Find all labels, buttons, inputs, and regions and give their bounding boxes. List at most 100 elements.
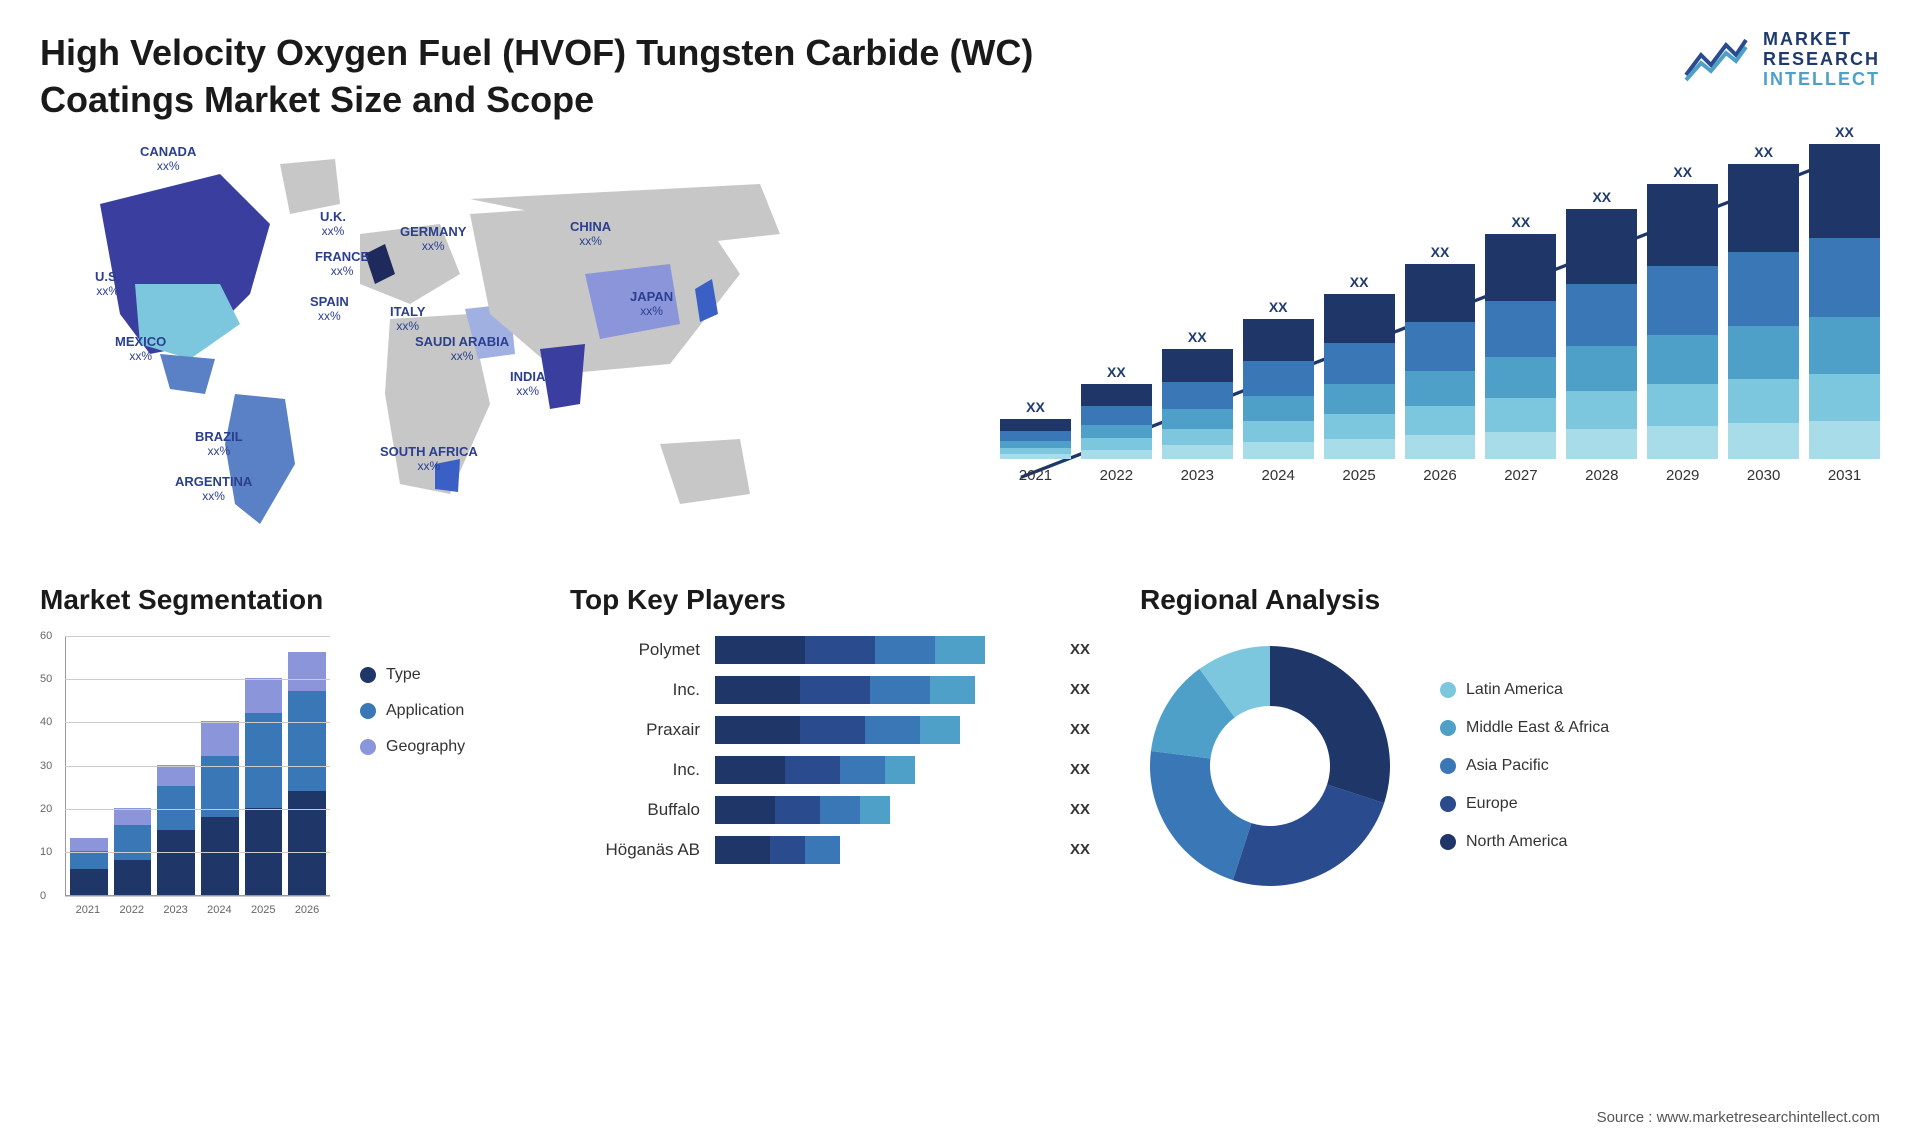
world-map-panel: CANADAxx%U.S.xx%MEXICOxx%BRAZILxx%ARGENT… [40, 144, 940, 544]
player-bar [715, 676, 1047, 704]
legend-label: Europe [1466, 795, 1518, 813]
player-bar-segment [865, 716, 920, 744]
seg-bar-2021 [70, 838, 108, 894]
bar-segment [1324, 294, 1395, 344]
bar-segment [1647, 384, 1718, 425]
bar-year-label: 2022 [1100, 467, 1133, 484]
map-label-italy: ITALYxx% [390, 304, 425, 334]
map-label-brazil: BRAZILxx% [195, 429, 243, 459]
x-axis-label: 2021 [69, 904, 107, 916]
player-bar-segment [715, 836, 770, 864]
player-value: XX [1070, 681, 1090, 698]
main-bar-2021: XX2021 [1000, 399, 1071, 484]
player-value: XX [1070, 721, 1090, 738]
player-bar-segment [785, 756, 840, 784]
bar-segment [1485, 301, 1556, 357]
main-bar-chart: XX2021XX2022XX2023XX2024XX2025XX2026XX20… [980, 144, 1880, 544]
bar-value-label: XX [1754, 144, 1773, 160]
seg-bar-segment [245, 678, 283, 713]
bar-segment [1081, 425, 1152, 439]
region-legend-item: Europe [1440, 795, 1609, 813]
bar-segment [1728, 326, 1799, 379]
player-bar-segment [805, 836, 840, 864]
seg-bar-segment [114, 825, 152, 860]
player-name: Buffalo [570, 800, 700, 820]
player-bar [715, 716, 1047, 744]
map-label-germany: GERMANYxx% [400, 224, 466, 254]
player-row: Praxair XX [570, 716, 1090, 744]
player-bar-segment [875, 636, 935, 664]
seg-bar-2025 [245, 678, 283, 895]
bar-segment [1162, 445, 1233, 458]
map-label-uk: U.K.xx% [320, 209, 346, 239]
player-bar-segment [715, 636, 805, 664]
map-label-china: CHINAxx% [570, 219, 611, 249]
seg-bar-segment [157, 830, 195, 895]
map-label-canada: CANADAxx% [140, 144, 196, 174]
player-name: Inc. [570, 760, 700, 780]
player-bar-segment [775, 796, 820, 824]
main-bar-2023: XX2023 [1162, 329, 1233, 484]
bar-year-label: 2029 [1666, 467, 1699, 484]
y-axis-label: 20 [40, 803, 52, 815]
bar-year-label: 2031 [1828, 467, 1861, 484]
gridline [65, 809, 330, 810]
bar-segment [1405, 371, 1476, 406]
seg-bar-segment [201, 721, 239, 756]
main-bar-2029: XX 2029 [1647, 164, 1718, 484]
main-bar-2028: XX2028 [1566, 189, 1637, 484]
bar-value-label: XX [1026, 399, 1045, 415]
legend-dot-icon [360, 667, 376, 683]
seg-bar-segment [201, 817, 239, 895]
x-axis-label: 2022 [113, 904, 151, 916]
player-bar [715, 636, 1047, 664]
x-axis-label: 2023 [157, 904, 195, 916]
player-value: XX [1070, 801, 1090, 818]
bar-year-label: 2025 [1342, 467, 1375, 484]
legend-item-geography: Geography [360, 738, 465, 756]
player-name: Polymet [570, 640, 700, 660]
player-value: XX [1070, 761, 1090, 778]
player-name: Praxair [570, 720, 700, 740]
bar-segment [1566, 284, 1637, 347]
legend-label: Latin America [1466, 681, 1563, 699]
player-bar-segment [935, 636, 985, 664]
bar-segment [1485, 234, 1556, 302]
page-title: High Velocity Oxygen Fuel (HVOF) Tungste… [40, 30, 1140, 124]
y-axis-label: 60 [40, 630, 52, 642]
bar-segment [1081, 406, 1152, 425]
player-bar-segment [930, 676, 975, 704]
gridline [65, 722, 330, 723]
bar-segment [1000, 441, 1071, 448]
player-bar-segment [805, 636, 875, 664]
seg-bar-2026 [288, 652, 326, 895]
legend-dot-icon [1440, 796, 1456, 812]
bar-value-label: XX [1269, 299, 1288, 315]
bar-segment [1566, 429, 1637, 459]
bar-segment [1485, 432, 1556, 459]
player-bar-segment [800, 676, 870, 704]
player-row: Höganäs ABXX [570, 836, 1090, 864]
gridline [65, 766, 330, 767]
bar-value-label: XX [1512, 214, 1531, 230]
logo-text-1: MARKET [1763, 30, 1880, 50]
map-label-saudiarabia: SAUDI ARABIAxx% [415, 334, 509, 364]
bar-segment [1081, 438, 1152, 449]
bar-segment [1566, 209, 1637, 284]
y-axis-label: 40 [40, 716, 52, 728]
logo-text-3: INTELLECT [1763, 70, 1880, 90]
bar-value-label: XX [1673, 164, 1692, 180]
bar-segment [1162, 429, 1233, 446]
bar-segment [1324, 343, 1395, 384]
segmentation-section: Market Segmentation 20212022202320242025… [40, 584, 520, 916]
y-axis-label: 50 [40, 673, 52, 685]
player-row: Inc. XX [570, 756, 1090, 784]
player-bar-segment [820, 796, 860, 824]
player-row: Buffalo XX [570, 796, 1090, 824]
legend-label: Application [386, 702, 464, 720]
legend-dot-icon [1440, 834, 1456, 850]
logo-text-2: RESEARCH [1763, 50, 1880, 70]
player-name: Inc. [570, 680, 700, 700]
seg-bar-segment [70, 838, 108, 851]
legend-dot-icon [1440, 758, 1456, 774]
